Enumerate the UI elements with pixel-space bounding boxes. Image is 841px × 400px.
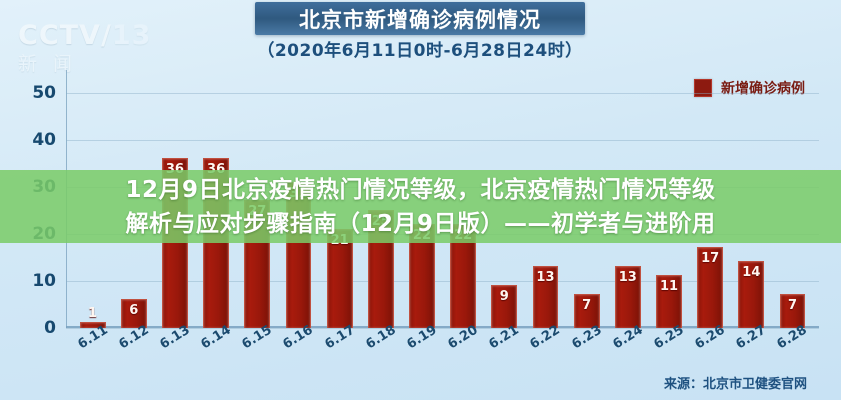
x-axis-tick: 6.13	[154, 323, 195, 374]
x-axis-tick: 6.20	[443, 323, 484, 374]
bar-cell: 6	[113, 70, 154, 328]
x-axis-tick: 6.18	[360, 323, 401, 374]
overlay-line-1: 12月9日北京疫情热门情况等级，北京疫情热门情况等级	[125, 176, 716, 203]
bar-cell: 21	[319, 70, 360, 328]
x-axis-tick: 6.11	[72, 323, 113, 374]
bar-cell: 13	[525, 70, 566, 328]
bar-cell: 14	[731, 70, 772, 328]
x-axis-tick: 6.14	[196, 323, 237, 374]
x-axis-tick: 6.17	[319, 323, 360, 374]
bar-value-label: 7	[787, 298, 798, 314]
bar[interactable]: 6	[120, 298, 147, 328]
bar-cell: 9	[484, 70, 525, 328]
y-axis-tick-label: 50	[32, 83, 56, 104]
bar[interactable]: 21	[326, 228, 353, 328]
chart-legend: 新增确诊病例	[694, 78, 805, 98]
cctv-channel-number: 13	[111, 20, 152, 51]
grid-line	[66, 281, 819, 283]
x-axis-tick: 6.26	[690, 323, 731, 374]
bar-cell: 7	[772, 70, 813, 328]
x-axis-tick: 6.19	[401, 323, 442, 374]
page-title: 北京市新增确诊病例情况	[299, 7, 541, 32]
x-axis-tick: 6.15	[237, 323, 278, 374]
bar-cell: 1	[72, 70, 113, 328]
bar-value-label: 1	[88, 306, 98, 322]
overlay-line-2: 解析与应对步骤指南（12月9日版）——初学者与进阶用	[125, 210, 716, 237]
cctv-logo-text: CCTV/13	[18, 20, 152, 51]
article-title-overlay: 12月9日北京疫情热门情况等级，北京疫情热门情况等级 解析与应对步骤指南（12月…	[0, 170, 841, 243]
bar-value-label: 13	[618, 270, 637, 286]
x-axis-tick: 6.28	[772, 323, 813, 374]
bar-value-label: 9	[499, 288, 509, 304]
chart-title-bar: 北京市新增确诊病例情况	[255, 2, 585, 35]
x-axis-tick: 6.12	[113, 323, 154, 374]
bar[interactable]: 11	[656, 275, 682, 328]
legend-label: 新增确诊病例	[721, 81, 805, 97]
y-axis-tick-label: 10	[32, 271, 56, 292]
bar[interactable]: 7	[779, 294, 806, 328]
bar-value-label: 6	[129, 302, 139, 318]
legend-swatch-icon	[694, 79, 712, 97]
bar-cell: 13	[607, 70, 648, 328]
chart-subtitle: （2020年6月11日0时-6月28日24时）	[257, 41, 583, 61]
bar-value-label: 11	[659, 279, 679, 295]
bar-cell: 7	[566, 70, 607, 328]
x-axis-tick: 6.23	[566, 323, 607, 374]
grid-line	[66, 93, 819, 95]
x-axis-line	[66, 326, 819, 328]
x-axis-labels: 6.11 6.12 6.13 6.14 6.15 6.16 6.17 6.18 6.19 6.20…	[66, 323, 819, 374]
x-axis-tick: 6.22	[525, 323, 566, 374]
x-axis-tick: 6.16	[278, 323, 319, 374]
grid-line	[66, 328, 819, 329]
y-axis-tick-label: 0	[44, 318, 56, 338]
bar[interactable]: 13	[614, 266, 641, 328]
x-axis-tick: 6.25	[648, 323, 689, 374]
x-axis-tick: 6.27	[731, 323, 772, 374]
bar-cell: 11	[648, 70, 689, 328]
bar[interactable]: 7	[573, 294, 600, 328]
source-note: 来源：北京市卫健委官网	[663, 377, 807, 392]
bar-value-label: 14	[742, 265, 761, 281]
grid-line	[66, 140, 819, 142]
bar-value-label: 17	[701, 251, 720, 267]
y-axis-tick-label: 40	[32, 130, 56, 151]
bar-value-label: 13	[536, 270, 555, 286]
x-axis-tick: 6.21	[484, 323, 525, 374]
x-axis-tick: 6.24	[607, 323, 648, 374]
bar[interactable]: 1	[79, 306, 106, 328]
bar[interactable]: 14	[738, 261, 765, 328]
bar[interactable]: 17	[697, 247, 724, 328]
bar[interactable]: 13	[532, 266, 559, 328]
cctv-channel-label: CCTV	[18, 20, 101, 51]
bar[interactable]: 9	[491, 284, 518, 328]
bar-value-label: 7	[582, 298, 592, 314]
bar-cell: 17	[690, 70, 731, 328]
